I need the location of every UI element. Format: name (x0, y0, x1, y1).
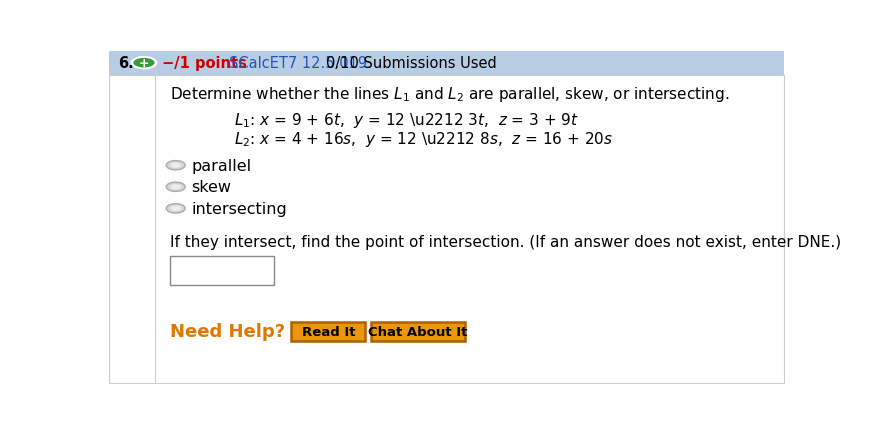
Text: Determine whether the lines $L_1$ and $L_2$ are parallel, skew, or intersecting.: Determine whether the lines $L_1$ and $L… (170, 85, 729, 104)
Text: SCalcET7 12.5.019.: SCalcET7 12.5.019. (229, 56, 372, 71)
FancyBboxPatch shape (109, 52, 784, 75)
Text: −/1 points: −/1 points (161, 56, 246, 71)
FancyBboxPatch shape (291, 322, 366, 341)
Text: 6.: 6. (118, 56, 133, 71)
Text: Chat About It: Chat About It (368, 325, 468, 338)
FancyBboxPatch shape (170, 257, 274, 285)
Text: intersecting: intersecting (192, 201, 287, 216)
Circle shape (166, 183, 186, 192)
Circle shape (131, 57, 158, 70)
Circle shape (132, 58, 155, 69)
Text: $L_1$: $x$ = 9 + 6$t$,  $y$ = 12 \u2212 3$t$,  $z$ = 3 + 9$t$: $L_1$: $x$ = 9 + 6$t$, $y$ = 12 \u2212 3… (233, 111, 578, 130)
Text: parallel: parallel (192, 158, 252, 173)
Text: skew: skew (192, 180, 231, 195)
Text: Need Help?: Need Help? (170, 322, 285, 341)
Circle shape (166, 161, 186, 170)
FancyBboxPatch shape (109, 75, 784, 383)
Text: $L_2$: $x$ = 4 + 16$s$,  $y$ = 12 \u2212 8$s$,  $z$ = 16 + 20$s$: $L_2$: $x$ = 4 + 16$s$, $y$ = 12 \u2212 … (233, 129, 613, 148)
Text: 0/10 Submissions Used: 0/10 Submissions Used (327, 56, 497, 71)
Text: Read It: Read It (301, 325, 355, 338)
Circle shape (171, 185, 181, 190)
Text: +: + (138, 57, 149, 70)
Circle shape (166, 204, 186, 214)
FancyBboxPatch shape (371, 322, 465, 341)
Text: If they intersect, find the point of intersection. (If an answer does not exist,: If they intersect, find the point of int… (170, 234, 841, 249)
Circle shape (171, 163, 181, 169)
Circle shape (171, 206, 181, 212)
